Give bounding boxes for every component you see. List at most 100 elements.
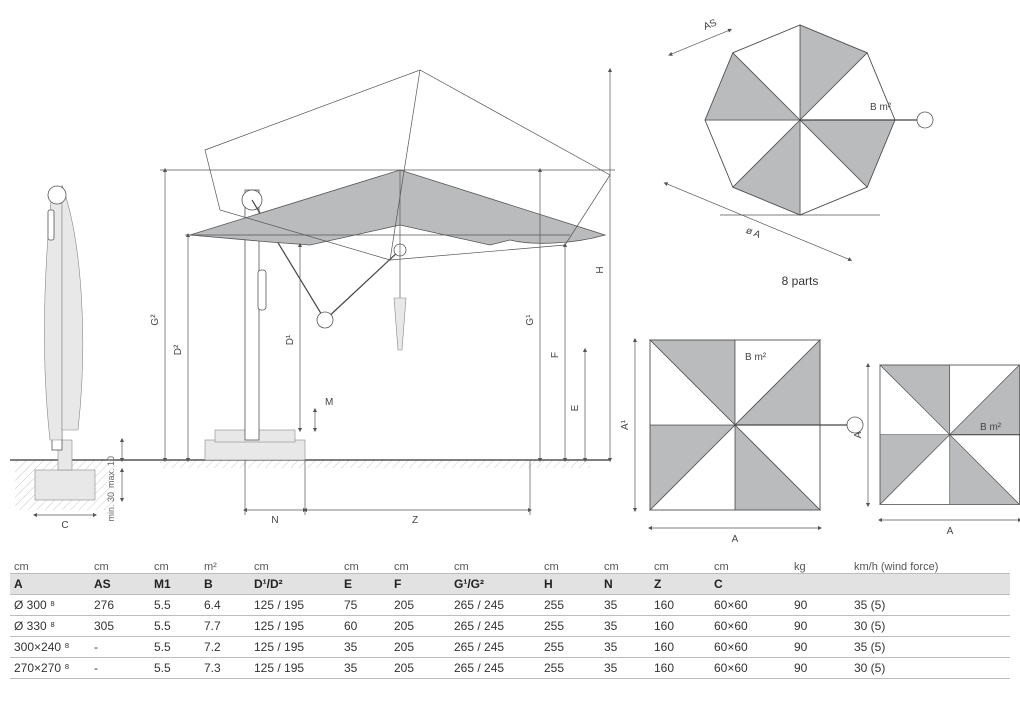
spec-table: cmcmcmm²cmcmcmcmcmcmcmcmkgkm/h (wind for…	[10, 558, 1010, 679]
data-cell: 7.2	[200, 637, 250, 658]
data-cell: 5.5	[150, 595, 200, 616]
data-cell: 160	[650, 658, 710, 679]
label-N: N	[271, 515, 278, 526]
header-cell: B	[200, 574, 250, 595]
data-cell: 160	[650, 637, 710, 658]
data-cell: 90	[790, 595, 850, 616]
data-cell: 276	[90, 595, 150, 616]
label-M: M	[325, 397, 333, 408]
data-cell: 125 / 195	[250, 637, 340, 658]
label-A-side2: A	[853, 431, 864, 438]
table-row: 300×240 ⁸-5.57.2125 / 19535205265 / 2452…	[10, 637, 1010, 658]
data-cell: 255	[540, 595, 600, 616]
data-cell: Ø 300 ⁸	[10, 595, 90, 616]
unit-cell: cm	[540, 558, 600, 574]
header-cell: E	[340, 574, 390, 595]
label-A-bottom2: A	[947, 526, 954, 537]
label-min30: min. 30	[106, 492, 116, 522]
label-G2: G²	[150, 314, 161, 326]
data-cell: 255	[540, 637, 600, 658]
data-cell: 35 (5)	[850, 595, 1010, 616]
label-max10: max. 10	[106, 456, 116, 488]
unit-cell: cm	[340, 558, 390, 574]
header-cell	[850, 574, 1010, 595]
header-cell: F	[390, 574, 450, 595]
label-A1-side: A¹	[620, 419, 631, 430]
header-cell: H	[540, 574, 600, 595]
label-E: E	[570, 404, 581, 411]
data-cell: 90	[790, 637, 850, 658]
data-cell: 35	[600, 637, 650, 658]
data-cell: 255	[540, 658, 600, 679]
header-cell: M1	[150, 574, 200, 595]
header-cell: N	[600, 574, 650, 595]
unit-cell: m²	[200, 558, 250, 574]
data-cell: 255	[540, 616, 600, 637]
square-top-1: B m² A¹ A	[620, 340, 863, 545]
header-cell: D¹/D²	[250, 574, 340, 595]
label-diamA: ø A	[744, 225, 762, 241]
unit-cell: cm	[150, 558, 200, 574]
label-Bm2-oct: B m²	[870, 102, 892, 113]
closed-umbrella	[35, 185, 95, 500]
data-cell: 60	[340, 616, 390, 637]
data-cell: 305	[90, 616, 150, 637]
data-cell: 7.7	[200, 616, 250, 637]
label-Bm2-sq2: B m²	[980, 422, 1002, 433]
data-cell: 205	[390, 616, 450, 637]
data-cell: 160	[650, 595, 710, 616]
unit-cell: kg	[790, 558, 850, 574]
table-row: Ø 330 ⁸3055.57.7125 / 19560205265 / 2452…	[10, 616, 1010, 637]
label-D1: D¹	[285, 334, 296, 345]
data-cell: 5.5	[150, 658, 200, 679]
unit-cell: cm	[250, 558, 340, 574]
data-cell: 6.4	[200, 595, 250, 616]
data-cell: 125 / 195	[250, 658, 340, 679]
data-cell: 5.5	[150, 637, 200, 658]
unit-cell: km/h (wind force)	[850, 558, 1010, 574]
label-D2: D²	[173, 344, 184, 355]
header-cell	[790, 574, 850, 595]
label-C: C	[61, 520, 68, 531]
unit-cell: cm	[90, 558, 150, 574]
header-cell: Z	[650, 574, 710, 595]
label-AS: AS	[702, 17, 719, 32]
header-cell: C	[710, 574, 790, 595]
data-cell: -	[90, 658, 150, 679]
label-G1: G¹	[525, 314, 536, 326]
unit-cell: cm	[390, 558, 450, 574]
data-cell: 35 (5)	[850, 637, 1010, 658]
unit-cell: cm	[10, 558, 90, 574]
data-cell: 35	[340, 658, 390, 679]
data-cell: 35	[600, 595, 650, 616]
data-cell: 270×270 ⁸	[10, 658, 90, 679]
octagon-caption: 8 parts	[782, 274, 819, 288]
open-umbrella	[190, 70, 610, 460]
data-cell: 35	[340, 637, 390, 658]
data-cell: 125 / 195	[250, 595, 340, 616]
side-elevation: C max. 10 min. 30 G² D² D¹ M	[10, 70, 615, 531]
unit-cell: cm	[600, 558, 650, 574]
label-A-bottom1: A	[732, 534, 739, 545]
data-cell: 7.3	[200, 658, 250, 679]
label-H: H	[595, 266, 606, 273]
table-row: Ø 300 ⁸2765.56.4125 / 19575205265 / 2452…	[10, 595, 1010, 616]
label-Bm2-sq1: B m²	[745, 352, 767, 363]
label-F: F	[550, 352, 561, 358]
square-top-2: B m² A A	[853, 365, 1020, 537]
data-cell: 60×60	[710, 637, 790, 658]
data-cell: 30 (5)	[850, 616, 1010, 637]
data-cell: 60×60	[710, 658, 790, 679]
header-cell: G¹/G²	[450, 574, 540, 595]
data-cell: 265 / 245	[450, 658, 540, 679]
data-cell: 205	[390, 595, 450, 616]
data-cell: 90	[790, 658, 850, 679]
data-cell: Ø 330 ⁸	[10, 616, 90, 637]
data-cell: 75	[340, 595, 390, 616]
table-row: 270×270 ⁸-5.57.3125 / 19535205265 / 2452…	[10, 658, 1010, 679]
unit-cell: cm	[710, 558, 790, 574]
data-cell: 205	[390, 637, 450, 658]
data-cell: 265 / 245	[450, 595, 540, 616]
data-cell: 60×60	[710, 616, 790, 637]
label-Z: Z	[412, 515, 418, 526]
